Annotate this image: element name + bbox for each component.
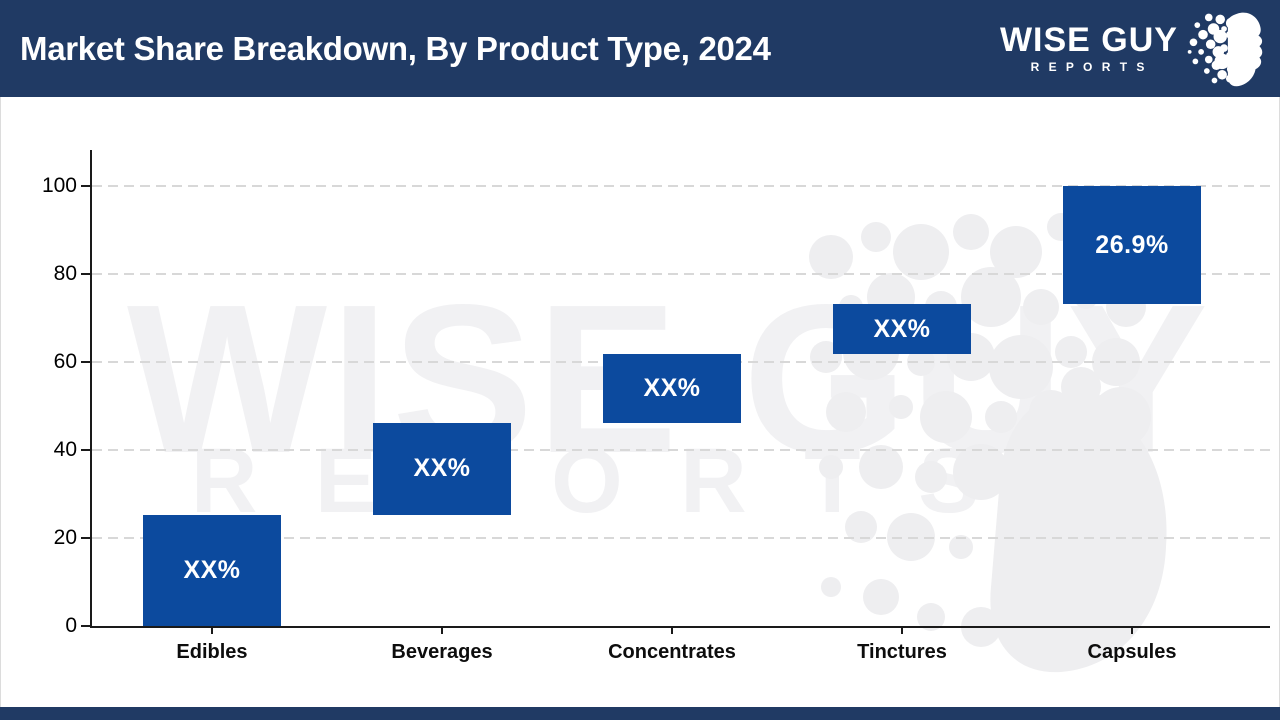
- x-category-label: Edibles: [176, 641, 248, 663]
- y-tick: [81, 185, 90, 187]
- y-tick-label: 100: [41, 174, 77, 197]
- bar-value-label: XX%: [643, 373, 701, 402]
- bar-beverages: XX%: [373, 422, 511, 516]
- y-tick-label: 40: [53, 438, 77, 461]
- gridline: [92, 273, 1270, 275]
- wiseguy-head-icon: [1187, 12, 1263, 86]
- wiseguy-logo: WISE GUY R E P O R T S: [1000, 0, 1268, 97]
- header-bar: Market Share Breakdown, By Product Type,…: [0, 0, 1280, 97]
- chart-area: WISE GUY R E P O R T S 0 20 40 60 80 100 XX% Ed…: [0, 97, 1280, 707]
- footer-bar: [0, 707, 1280, 720]
- logo-line2: R E P O R T S: [1030, 59, 1148, 74]
- x-category-label: Beverages: [391, 641, 493, 663]
- y-axis: [90, 150, 92, 626]
- y-tick-label: 20: [53, 526, 77, 549]
- x-category-label: Concentrates: [608, 641, 736, 663]
- x-category-label: Capsules: [1087, 641, 1177, 663]
- y-tick-label: 0: [65, 614, 77, 637]
- bar-capsules: 26.9%: [1063, 186, 1201, 305]
- x-axis: [90, 626, 1270, 628]
- x-tick: [1131, 628, 1133, 634]
- logo-line1: WISE GUY: [999, 21, 1178, 60]
- chart-title: Market Share Breakdown, By Product Type,…: [20, 29, 771, 67]
- logo-wordmark: WISE GUY R E P O R T S: [999, 21, 1178, 74]
- y-tick: [81, 273, 90, 275]
- y-tick-label: 80: [53, 262, 77, 285]
- gridline: [92, 537, 1270, 539]
- x-tick: [211, 628, 213, 634]
- bar-value-label: XX%: [873, 314, 931, 343]
- bar-value-label: XX%: [413, 454, 471, 483]
- y-tick-label: 60: [53, 350, 77, 373]
- bar-value-label: XX%: [183, 556, 241, 585]
- x-tick: [671, 628, 673, 634]
- plot: 0 20 40 60 80 100 XX% Edibles XX% Beverages XX% Con…: [1, 97, 1279, 707]
- bar-tinctures: XX%: [833, 304, 971, 355]
- bar-concentrates: XX%: [603, 354, 741, 423]
- x-tick: [441, 628, 443, 634]
- x-category-label: Tinctures: [857, 641, 947, 663]
- y-tick: [81, 361, 90, 363]
- x-tick: [901, 628, 903, 634]
- bar-edibles: XX%: [143, 515, 281, 626]
- gridline: [92, 449, 1270, 451]
- y-tick: [81, 449, 90, 451]
- bar-value-label: 26.9%: [1095, 230, 1169, 259]
- y-tick: [81, 537, 90, 539]
- y-tick: [81, 625, 90, 627]
- gridline: [92, 185, 1270, 187]
